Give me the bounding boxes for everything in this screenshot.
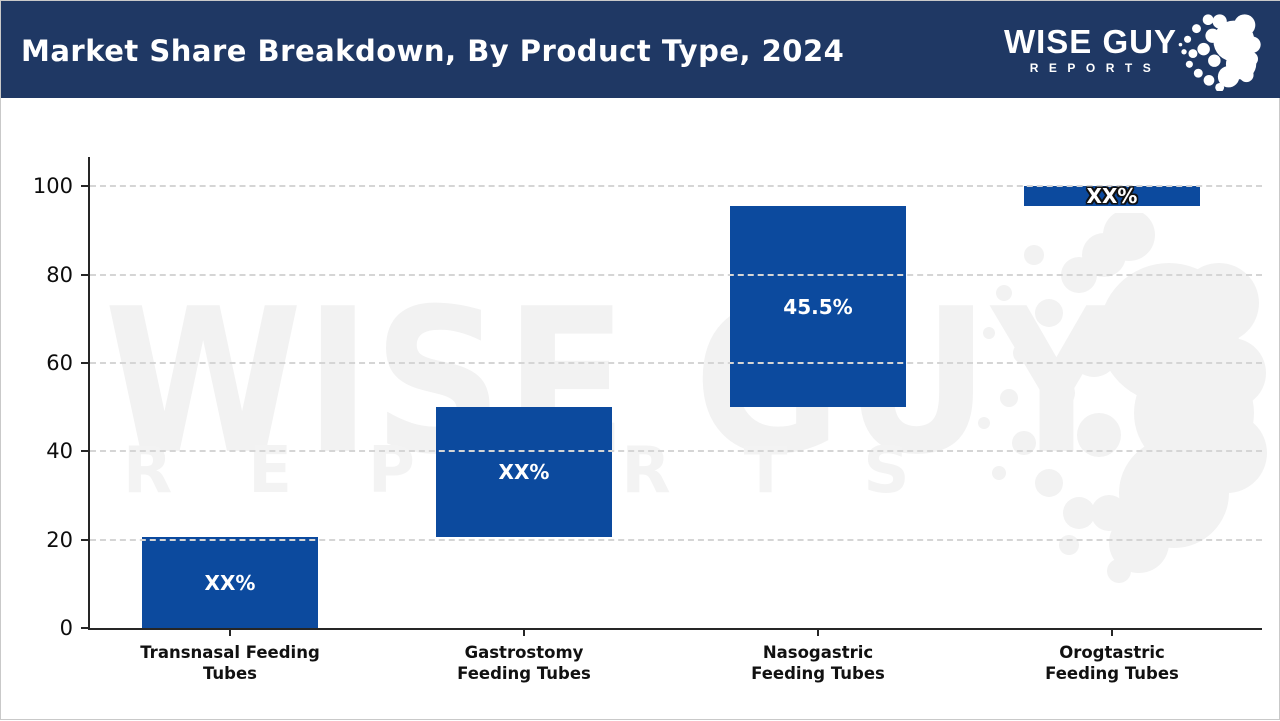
x-category-label-line: Nasogastric: [762, 643, 874, 662]
gridline: [90, 273, 1262, 276]
y-tick-label: 100: [32, 174, 73, 199]
y-tick-mark: [81, 185, 90, 188]
watermark-face-icon: [978, 213, 1267, 583]
gridline: [90, 362, 1262, 365]
watermark-text: WISE GUY: [104, 266, 1124, 499]
x-category-label: Nasogastric Feeding Tubes: [678, 642, 958, 684]
x-axis-line: [88, 628, 1262, 630]
bar-value-label: XX%: [1086, 184, 1138, 209]
x-category-label-line: Tubes: [202, 664, 257, 683]
y-tick-label: 80: [46, 262, 73, 287]
logo-reports-label: REPORTS: [1029, 61, 1162, 75]
bar-value-label: XX%: [498, 460, 550, 485]
y-tick-label: 40: [46, 439, 73, 464]
x-category-label-line: Feeding Tubes: [751, 664, 885, 683]
header: Market Share Breakdown, By Product Type,…: [1, 1, 1280, 98]
logo-text: WISE GUY REPORTS: [1004, 24, 1177, 76]
logo: WISE GUY REPORTS: [1004, 9, 1267, 91]
x-category-label-line: Gastrostomy: [464, 643, 584, 662]
x-category-label: Transnasal Feeding Tubes: [90, 642, 370, 684]
x-tick-mark: [229, 630, 231, 636]
gridline: [90, 538, 1262, 541]
bar: [1024, 186, 1200, 207]
bar: [436, 407, 612, 538]
bar-value-label: XX%: [204, 570, 256, 595]
x-tick-mark: [817, 630, 819, 636]
y-tick-label: 0: [59, 616, 73, 640]
x-category-label: Gastrostomy Feeding Tubes: [384, 642, 664, 684]
y-tick-mark: [81, 362, 90, 365]
x-category-label-line: Orogtastric: [1059, 643, 1165, 662]
y-tick-label: 60: [46, 351, 73, 376]
bar: [730, 206, 906, 408]
bar-value-label: 45.5%: [783, 294, 853, 319]
y-tick-mark: [81, 627, 90, 629]
logo-wordmark: WISE GUY: [1003, 23, 1177, 60]
x-category-label-line: Transnasal Feeding: [140, 643, 320, 662]
x-category-label: Orogtastric Feeding Tubes: [972, 642, 1252, 684]
x-tick-mark: [1111, 630, 1113, 636]
x-category-label-line: Feeding Tubes: [1045, 664, 1179, 683]
x-tick-mark: [523, 630, 525, 636]
bar: [142, 537, 318, 628]
gridline: [90, 450, 1262, 453]
y-tick-label: 20: [46, 527, 73, 552]
y-axis-line: [88, 157, 90, 630]
x-category-label-line: Feeding Tubes: [457, 664, 591, 683]
y-tick-mark: [81, 273, 90, 276]
gridline: [90, 185, 1262, 188]
y-tick-mark: [81, 538, 90, 541]
logo-face-icon: [1178, 14, 1261, 91]
chart-area: 0 20 40 60 80 100 XX% Transnasal Feeding Tubes XX…: [1, 98, 1280, 721]
page-title: Market Share Breakdown, By Product Type,…: [21, 34, 845, 68]
y-tick-mark: [81, 450, 90, 453]
